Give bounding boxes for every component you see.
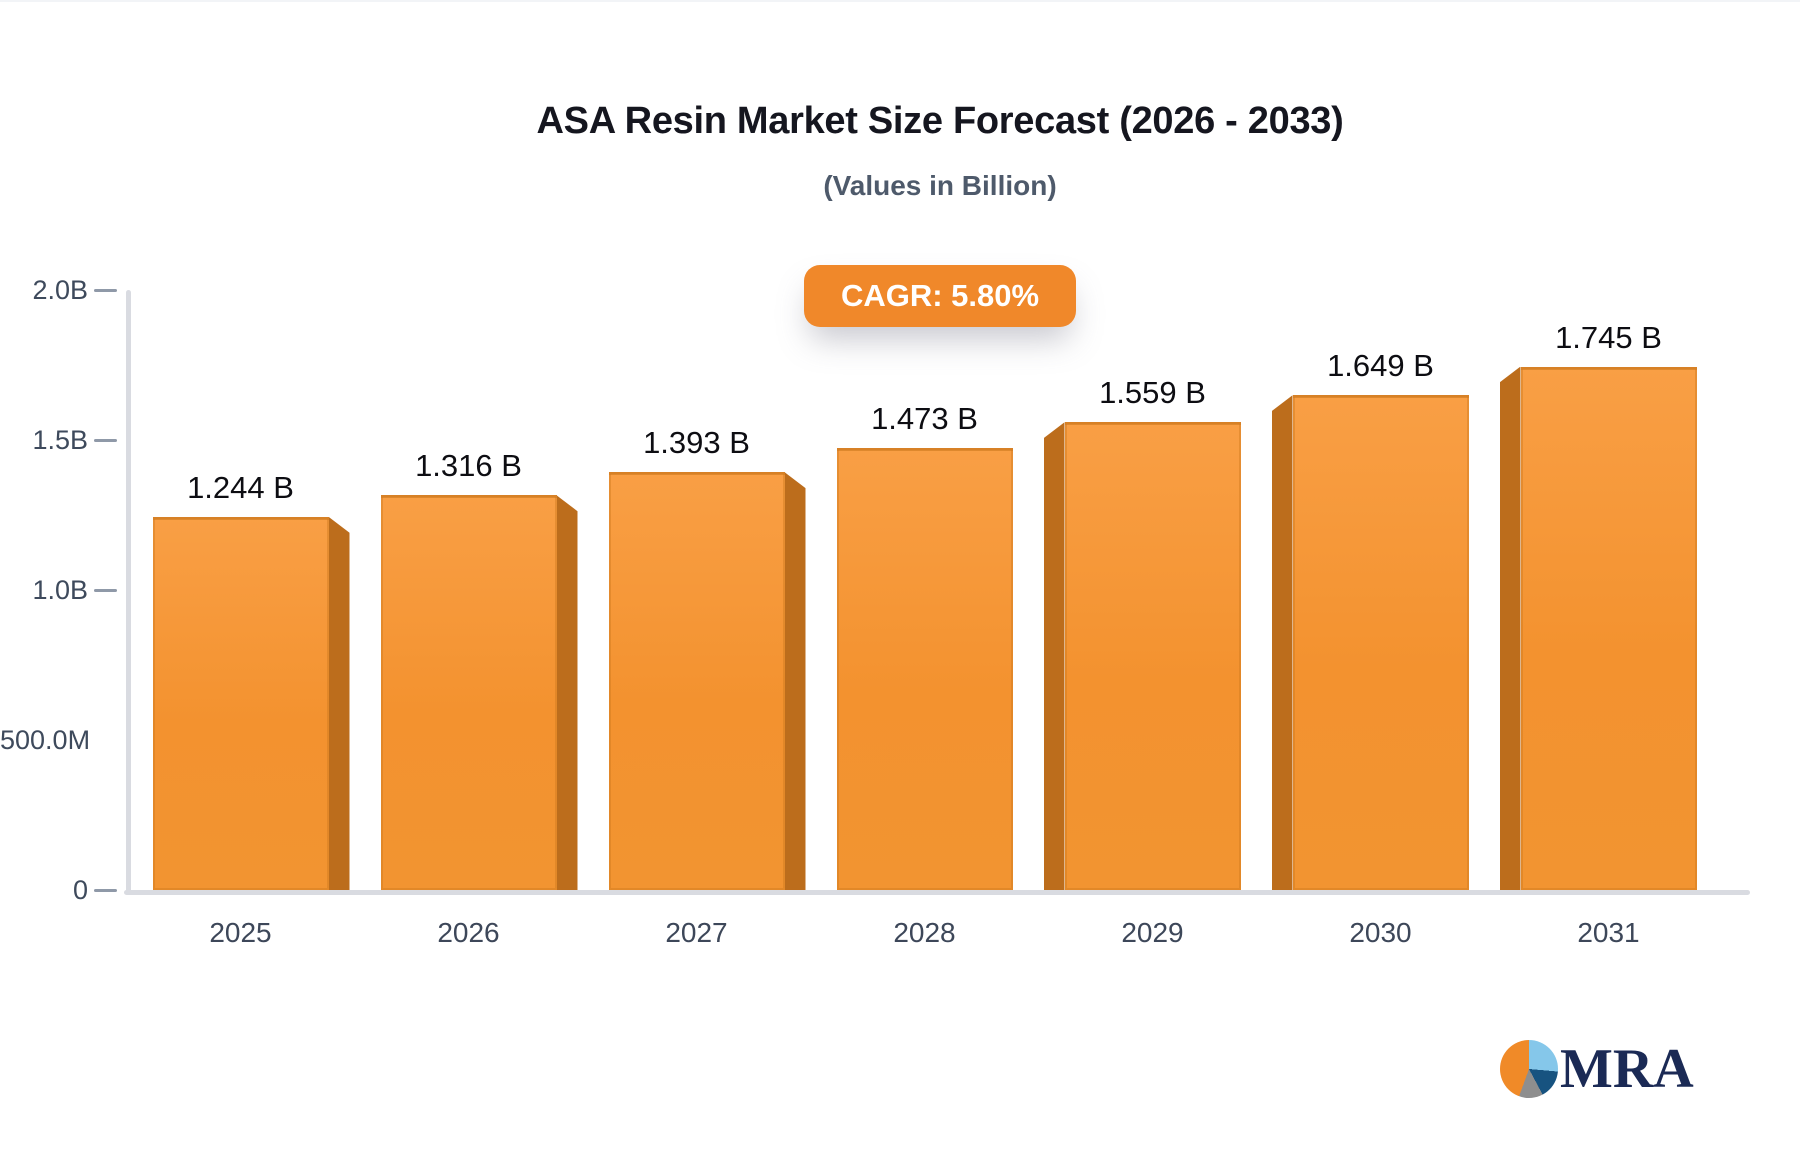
cagr-badge-band: CAGR: 5.80% [80, 265, 1800, 327]
bar-value-label: 1.649 B [1327, 348, 1434, 384]
x-tick-label: 2026 [437, 917, 500, 948]
y-tick-label: 1.0B [32, 575, 88, 605]
bar-2027 [608, 472, 785, 890]
y-tick-label: 1.5B [32, 425, 88, 455]
mra-logo: MRA [1500, 1040, 1694, 1098]
cagr-badge: CAGR: 5.80% [803, 265, 1077, 327]
bar-side [1043, 422, 1065, 890]
chart-subtitle: (Values in Billion) [823, 170, 1057, 201]
y-tick-label: 500.0M [0, 725, 91, 755]
bar-side [784, 472, 806, 890]
bar-value-label: 1.473 B [871, 401, 978, 437]
chart-title: ASA Resin Market Size Forecast (2026 - 2… [536, 100, 1344, 142]
bar-value-label: 1.559 B [1099, 375, 1206, 411]
bar-2029 [1064, 422, 1241, 890]
x-tick-label: 2029 [1121, 917, 1184, 948]
x-tick-label: 2025 [209, 917, 272, 948]
bar-side [556, 495, 578, 890]
y-axis-line [126, 290, 131, 894]
y-tick-mark [94, 288, 117, 292]
pie-chart-logo-icon [1500, 1040, 1558, 1098]
y-tick-mark [94, 588, 117, 592]
bar-2026 [380, 495, 557, 890]
x-tick-label: 2030 [1349, 917, 1412, 948]
bar-2031 [1520, 366, 1697, 890]
y-tick-label: 0 [72, 875, 88, 905]
y-tick-mark [94, 888, 117, 892]
bar-side [328, 516, 350, 890]
bar-2025 [152, 516, 329, 890]
bar-side [1499, 366, 1521, 890]
logo-text: MRA [1560, 1038, 1694, 1100]
bar-2028 [836, 448, 1013, 890]
x-axis-line [124, 890, 1750, 895]
bar-value-label: 1.393 B [643, 425, 750, 461]
bar-value-label: 1.316 B [415, 448, 522, 484]
bar-value-label: 1.745 B [1555, 319, 1662, 355]
bar-side [1271, 395, 1293, 890]
x-tick-label: 2028 [893, 917, 956, 948]
bar-2030 [1292, 395, 1469, 890]
x-tick-label: 2027 [665, 917, 728, 948]
x-tick-label: 2031 [1577, 917, 1640, 948]
bar-value-label: 1.244 B [187, 469, 294, 505]
y-tick-mark [94, 438, 117, 442]
y-tick-label: 2.0B [32, 275, 88, 305]
